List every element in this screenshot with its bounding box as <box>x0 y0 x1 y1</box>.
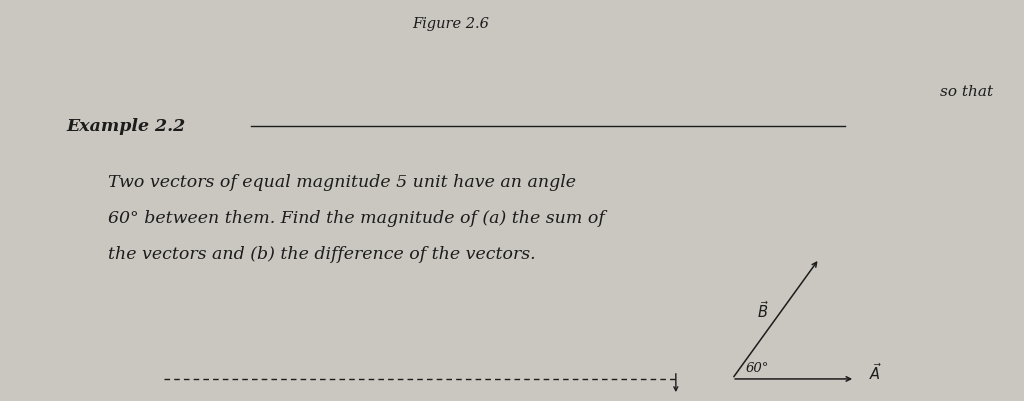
Text: Two vectors of equal magnitude 5 unit have an angle: Two vectors of equal magnitude 5 unit ha… <box>108 174 575 191</box>
Text: $\vec{B}$: $\vec{B}$ <box>757 300 769 321</box>
Text: Figure 2.6: Figure 2.6 <box>412 17 489 31</box>
Text: 60°: 60° <box>745 363 769 375</box>
Text: 60° between them. Find the magnitude of (a) the sum of: 60° between them. Find the magnitude of … <box>108 210 604 227</box>
Text: the vectors and (b) the difference of the vectors.: the vectors and (b) the difference of th… <box>108 246 536 263</box>
Text: Example 2.2: Example 2.2 <box>67 118 185 135</box>
Text: so that: so that <box>940 85 993 99</box>
Text: $\vec{A}$: $\vec{A}$ <box>869 362 882 383</box>
